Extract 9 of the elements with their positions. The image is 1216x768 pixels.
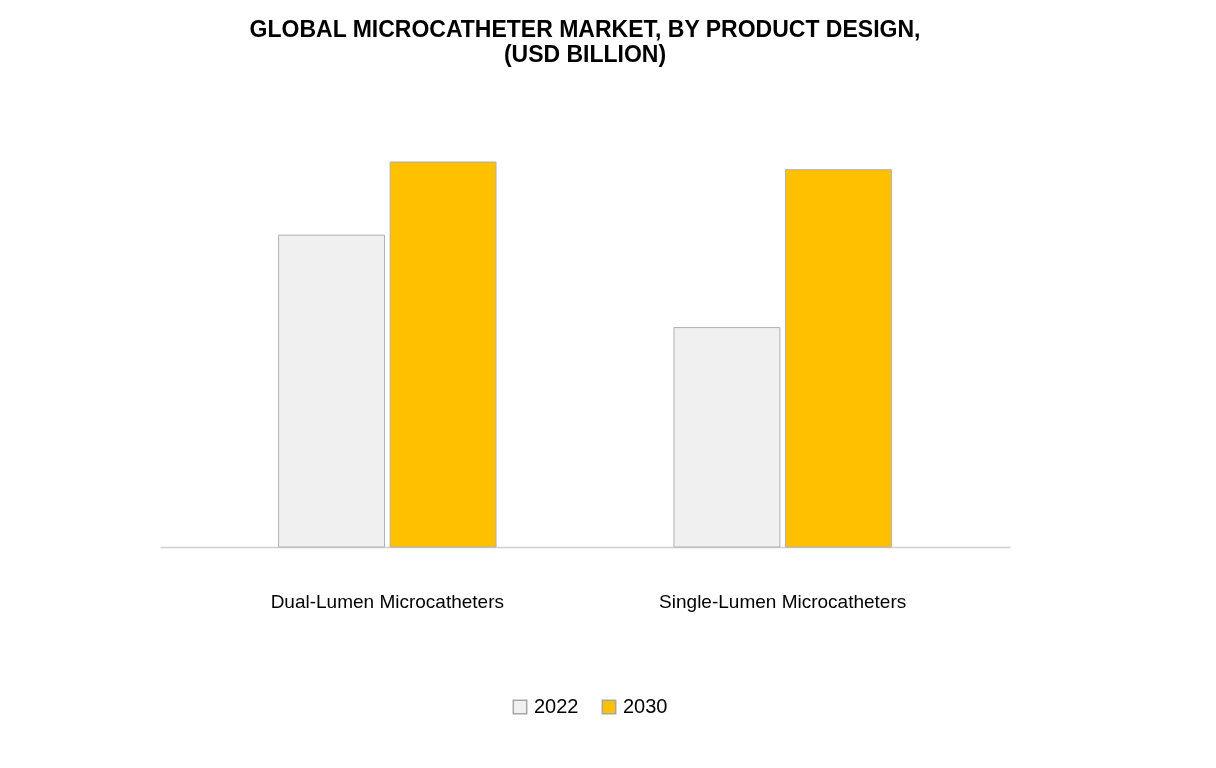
legend-label: 2030 (623, 695, 668, 717)
x-tick-label: Single-Lumen Microcatheters (659, 590, 907, 612)
bar (784, 169, 892, 548)
bar (278, 234, 386, 548)
legend-label: 2022 (534, 695, 579, 717)
chart-title: GLOBAL MICROCATHETER MARKET, BY PRODUCT DESIGN, (USD BILLION) (249, 15, 921, 67)
x-tick-label: Dual-Lumen Microcatheters (270, 590, 505, 612)
bar (389, 161, 497, 548)
bar (673, 327, 781, 548)
